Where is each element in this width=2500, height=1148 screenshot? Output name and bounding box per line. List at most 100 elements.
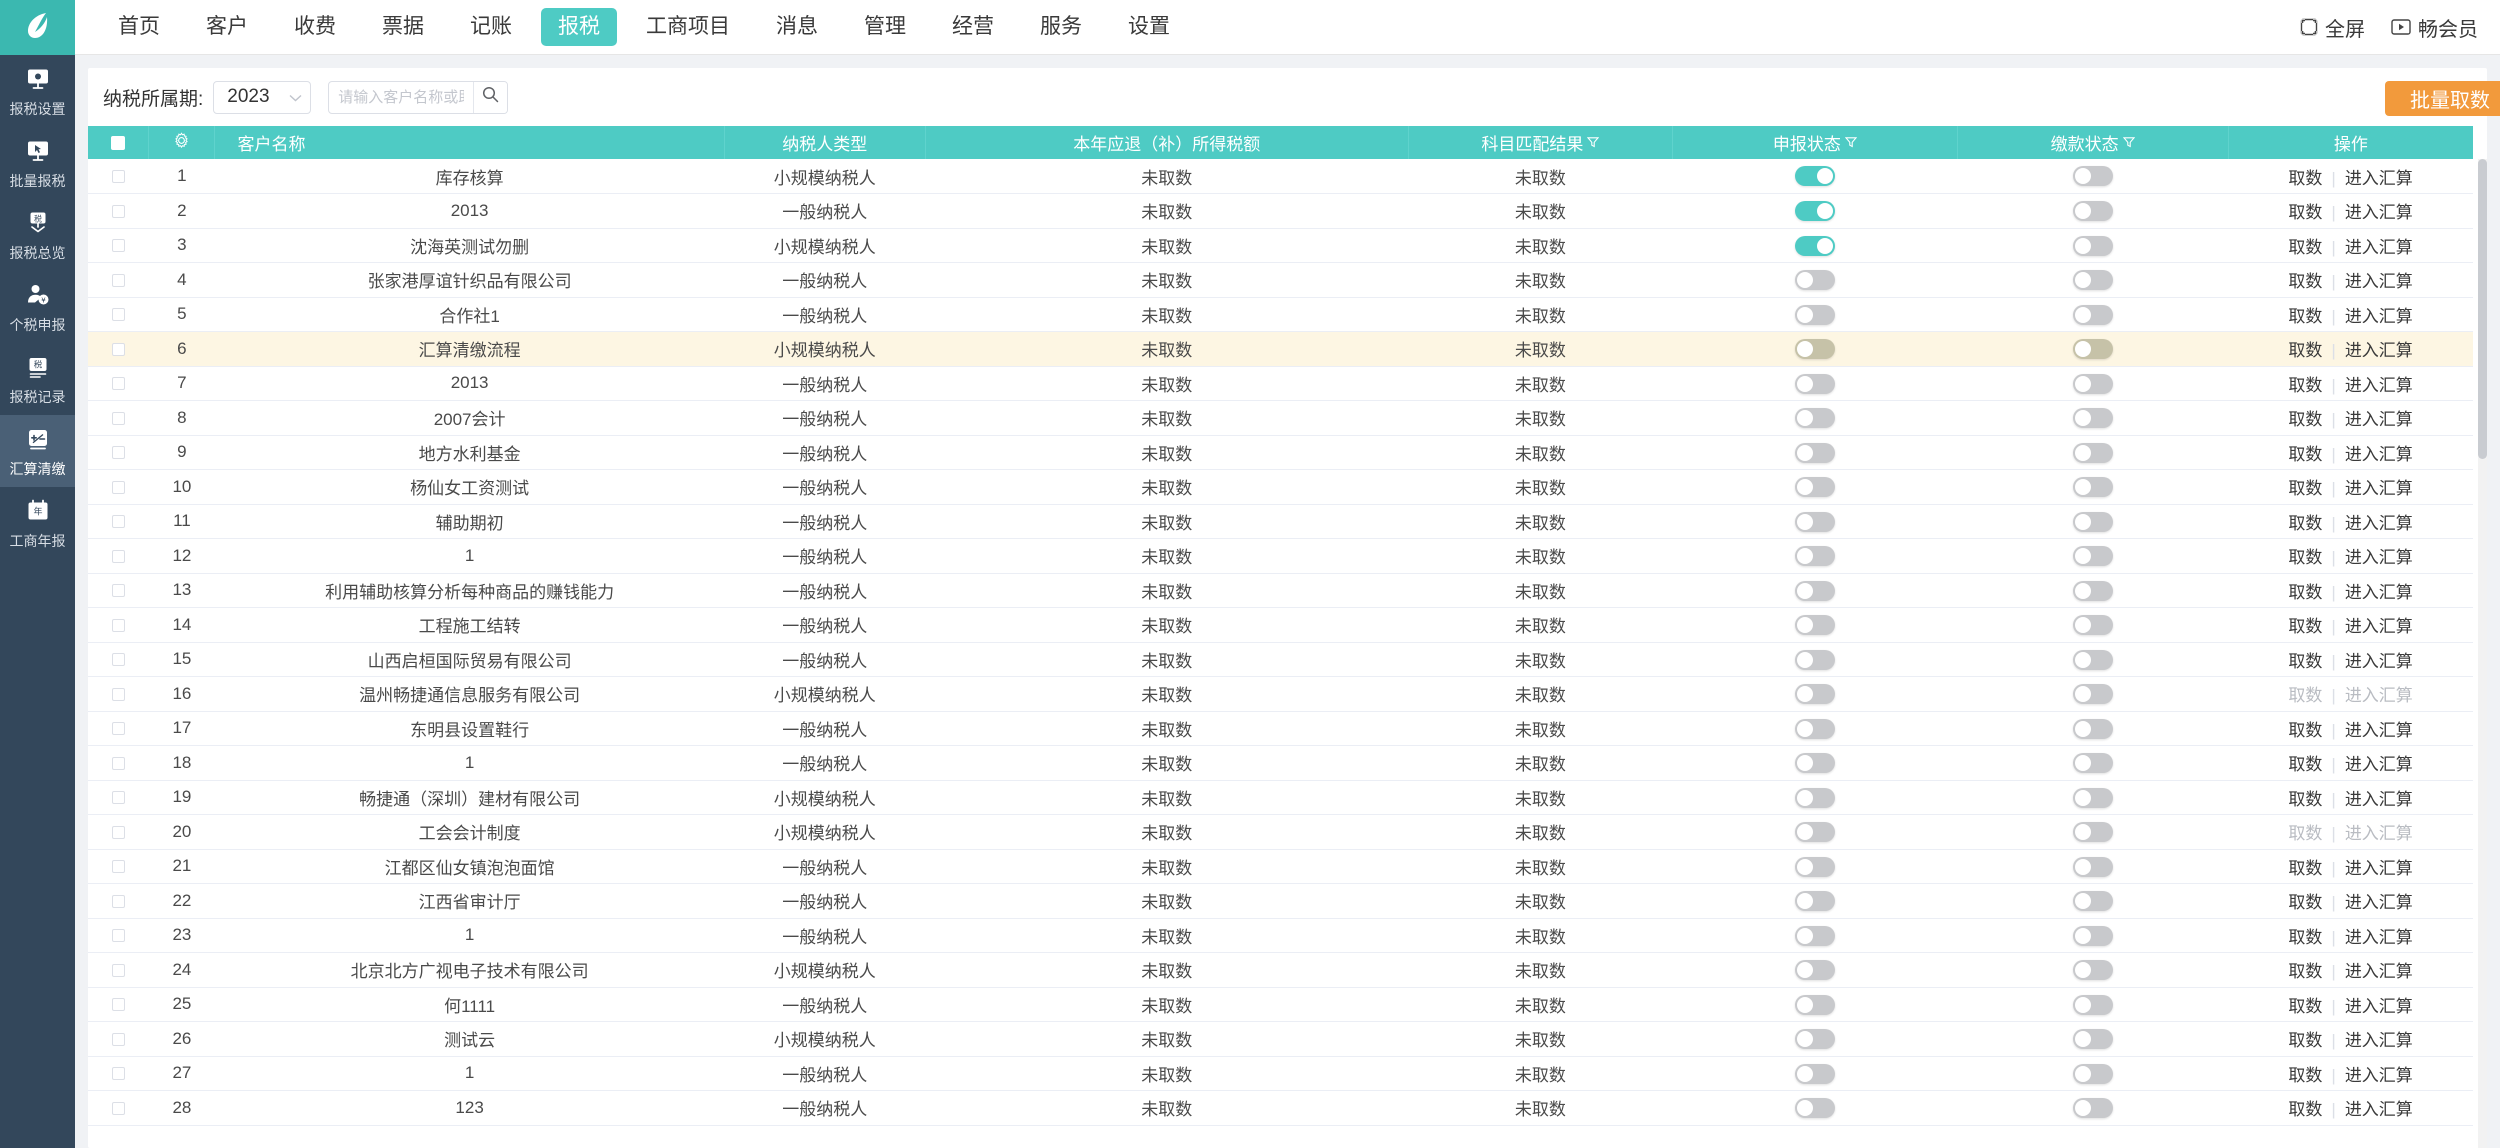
payment-status-toggle[interactable] — [2072, 201, 2113, 221]
fetch-data-button[interactable]: 取数 — [2288, 651, 2323, 671]
enter-settlement-button[interactable]: 进入汇算 — [2344, 375, 2413, 395]
declaration-status-toggle[interactable] — [1794, 442, 1835, 463]
declaration-status-toggle[interactable] — [1794, 373, 1835, 394]
payment-status-toggle[interactable] — [2072, 960, 2113, 980]
enter-settlement-button[interactable]: 进入汇算 — [2344, 1100, 2413, 1120]
row-checkbox[interactable] — [111, 618, 125, 632]
row-payment-toggle-cell[interactable] — [1957, 883, 2229, 919]
filter-icon[interactable] — [2122, 133, 2135, 153]
declaration-status-toggle[interactable] — [1794, 1098, 1835, 1118]
enter-settlement-button[interactable]: 进入汇算 — [2344, 341, 2413, 361]
enter-settlement-button[interactable]: 进入汇算 — [2344, 306, 2413, 326]
row-payment-toggle-cell[interactable] — [1957, 711, 2229, 746]
app-logo[interactable] — [0, 0, 75, 55]
row-declaration-toggle-cell[interactable] — [1672, 400, 1958, 436]
row-payment-toggle-cell[interactable] — [1957, 607, 2229, 643]
row-payment-toggle-cell[interactable] — [1957, 745, 2229, 781]
row-checkbox[interactable] — [111, 446, 125, 460]
payment-status-toggle[interactable] — [2072, 546, 2113, 566]
enter-settlement-button[interactable]: 进入汇算 — [2344, 203, 2413, 223]
row-declaration-toggle-cell[interactable] — [1672, 642, 1958, 677]
row-checkbox[interactable] — [111, 204, 125, 218]
row-declaration-toggle-cell[interactable] — [1672, 193, 1958, 229]
select-all-checkbox[interactable] — [111, 136, 126, 151]
declaration-status-toggle[interactable] — [1794, 201, 1835, 221]
header-column-settings[interactable] — [148, 126, 216, 159]
row-declaration-toggle-cell[interactable] — [1672, 538, 1958, 574]
row-checkbox-cell[interactable] — [88, 435, 149, 470]
enter-settlement-button[interactable]: 进入汇算 — [2344, 893, 2413, 913]
row-checkbox-cell[interactable] — [88, 331, 149, 367]
row-declaration-toggle-cell[interactable] — [1672, 676, 1958, 712]
row-declaration-toggle-cell[interactable] — [1672, 297, 1958, 332]
row-checkbox[interactable] — [111, 825, 125, 839]
declaration-status-toggle[interactable] — [1794, 580, 1835, 601]
table-row[interactable]: 18 1 一般纳税人 未取数 未取数 取数 | 进入汇算 — [88, 745, 2473, 781]
fetch-data-button[interactable]: 取数 — [2288, 582, 2323, 602]
fetch-data-button[interactable]: 取数 — [2288, 789, 2323, 809]
payment-status-toggle[interactable] — [2072, 649, 2113, 670]
payment-status-toggle[interactable] — [2072, 1029, 2113, 1049]
table-row[interactable]: 26 测试云 小规模纳税人 未取数 未取数 取数 | 进入汇算 — [88, 1021, 2473, 1057]
row-payment-toggle-cell[interactable] — [1957, 573, 2229, 608]
enter-settlement-button[interactable]: 进入汇算 — [2344, 962, 2413, 982]
row-checkbox-cell[interactable] — [88, 642, 149, 677]
payment-status-toggle[interactable] — [2072, 753, 2113, 773]
fetch-data-button[interactable]: 取数 — [2288, 168, 2323, 188]
row-checkbox[interactable] — [111, 480, 125, 494]
table-row[interactable]: 5 合作社1 一般纳税人 未取数 未取数 取数 | 进入汇算 — [88, 297, 2473, 332]
row-checkbox[interactable] — [111, 756, 125, 770]
row-declaration-toggle-cell[interactable] — [1672, 607, 1958, 643]
fetch-data-button[interactable]: 取数 — [2288, 1065, 2323, 1085]
table-row[interactable]: 19 畅捷通（深圳）建材有限公司 小规模纳税人 未取数 未取数 取数 | 进入汇算 — [88, 780, 2473, 815]
declaration-status-toggle[interactable] — [1794, 304, 1835, 325]
sidebar-item-1[interactable]: 批量报税 — [0, 127, 75, 199]
row-checkbox[interactable] — [111, 170, 125, 184]
declaration-status-toggle[interactable] — [1794, 235, 1835, 256]
payment-status-toggle[interactable] — [2072, 477, 2113, 497]
row-declaration-toggle-cell[interactable] — [1672, 573, 1958, 608]
row-payment-toggle-cell[interactable] — [1957, 400, 2229, 436]
row-declaration-toggle-cell[interactable] — [1672, 159, 1958, 194]
row-payment-toggle-cell[interactable] — [1957, 228, 2229, 263]
row-declaration-toggle-cell[interactable] — [1672, 1056, 1958, 1091]
row-declaration-toggle-cell[interactable] — [1672, 469, 1958, 505]
enter-settlement-button[interactable]: 进入汇算 — [2344, 1031, 2413, 1051]
table-row[interactable]: 27 1 一般纳税人 未取数 未取数 取数 | 进入汇算 — [88, 1056, 2473, 1091]
row-checkbox[interactable] — [111, 377, 125, 391]
row-declaration-toggle-cell[interactable] — [1672, 1090, 1958, 1126]
row-payment-toggle-cell[interactable] — [1957, 849, 2229, 884]
row-checkbox-cell[interactable] — [88, 814, 149, 850]
payment-status-toggle[interactable] — [2072, 166, 2113, 187]
declaration-status-toggle[interactable] — [1794, 408, 1835, 428]
payment-status-toggle[interactable] — [2072, 925, 2113, 946]
row-declaration-toggle-cell[interactable] — [1672, 883, 1958, 919]
header-payment-status[interactable]: 缴款状态 — [1957, 126, 2229, 159]
row-payment-toggle-cell[interactable] — [1957, 918, 2229, 953]
sidebar-item-6[interactable]: 年工商年报 — [0, 487, 75, 559]
row-checkbox[interactable] — [111, 308, 125, 322]
declaration-status-toggle[interactable] — [1794, 925, 1835, 946]
filter-icon[interactable] — [1844, 133, 1858, 153]
enter-settlement-button[interactable]: 进入汇算 — [2344, 858, 2413, 878]
payment-status-toggle[interactable] — [2072, 787, 2113, 808]
row-declaration-toggle-cell[interactable] — [1672, 1021, 1958, 1057]
fetch-data-button[interactable]: 取数 — [2288, 479, 2323, 499]
fetch-data-button[interactable]: 取数 — [2288, 996, 2323, 1016]
row-checkbox-cell[interactable] — [88, 780, 149, 815]
table-row[interactable]: 22 江西省审计厅 一般纳税人 未取数 未取数 取数 | 进入汇算 — [88, 883, 2473, 919]
payment-status-toggle[interactable] — [2072, 304, 2113, 325]
enter-settlement-button[interactable]: 进入汇算 — [2344, 651, 2413, 671]
row-declaration-toggle-cell[interactable] — [1672, 504, 1958, 539]
payment-status-toggle[interactable] — [2072, 1063, 2113, 1084]
row-payment-toggle-cell[interactable] — [1957, 159, 2229, 194]
payment-status-toggle[interactable] — [2072, 822, 2113, 842]
row-checkbox-cell[interactable] — [88, 952, 149, 988]
declaration-status-toggle[interactable] — [1794, 166, 1835, 187]
row-declaration-toggle-cell[interactable] — [1672, 918, 1958, 953]
row-checkbox[interactable] — [111, 722, 125, 736]
table-row[interactable]: 11 辅助期初 一般纳税人 未取数 未取数 取数 | 进入汇算 — [88, 504, 2473, 539]
row-checkbox[interactable] — [111, 791, 125, 805]
row-checkbox[interactable] — [111, 584, 125, 598]
table-vertical-scrollbar[interactable] — [2478, 159, 2487, 1148]
